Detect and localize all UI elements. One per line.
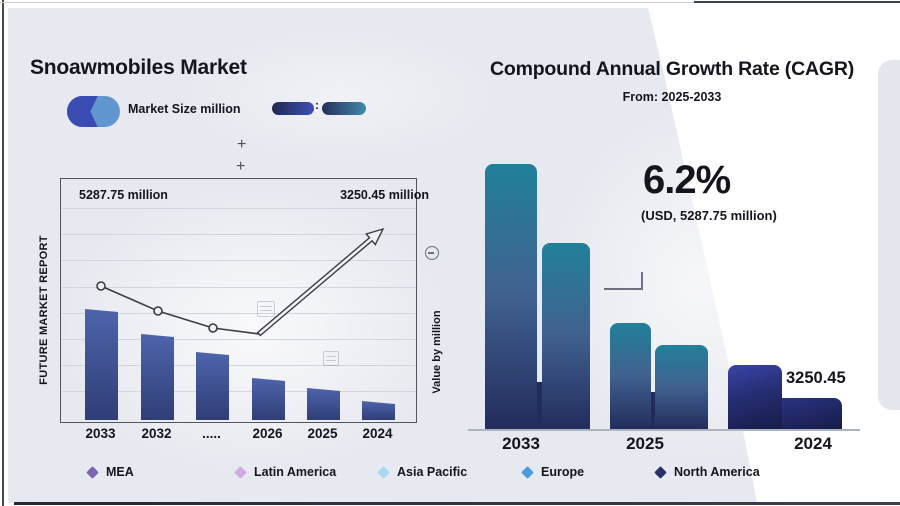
decor-blob bbox=[180, 30, 500, 160]
legend-pill-teal bbox=[322, 102, 366, 115]
market-size-label: Market Size million bbox=[128, 102, 241, 116]
x-axis-label: 2033 bbox=[502, 434, 540, 453]
cagr-bar bbox=[728, 365, 782, 430]
x-axis-label: 2033 bbox=[85, 426, 116, 441]
left-axis-title: FUTURE MARKET REPORT bbox=[38, 235, 50, 385]
market-size-icon bbox=[67, 96, 120, 127]
cagr-value: 6.2% bbox=[643, 158, 731, 202]
legend-label: Latin America bbox=[254, 465, 337, 479]
x-axis-label: 2025 bbox=[307, 426, 338, 441]
cagr-bar bbox=[655, 345, 708, 430]
watermark-icon bbox=[323, 351, 339, 366]
trend-line-and-arrow bbox=[96, 227, 385, 337]
market-size-bar bbox=[307, 388, 340, 420]
market-size-bar bbox=[196, 352, 229, 420]
decor-blob bbox=[60, 185, 450, 475]
line-marker-icon bbox=[153, 306, 163, 316]
gridline bbox=[61, 312, 416, 314]
x-axis-line bbox=[468, 429, 860, 431]
diamond-icon bbox=[377, 465, 390, 479]
x-axis-label: 2025 bbox=[626, 434, 664, 453]
frame-top-line bbox=[694, 1, 900, 3]
gridline bbox=[61, 365, 416, 367]
growth-arrow-icon bbox=[256, 227, 385, 337]
legend-label: North America bbox=[674, 465, 760, 479]
gridline bbox=[61, 260, 416, 262]
frame-bottom-line bbox=[14, 502, 900, 505]
market-size-bar bbox=[252, 378, 285, 420]
cagr-header: Compound Annual Growth Rate (CAGR) From:… bbox=[452, 58, 892, 104]
cagr-bar bbox=[610, 323, 651, 430]
cagr-bar-join bbox=[651, 392, 655, 430]
cagr-bar bbox=[782, 398, 842, 430]
cagr-detail: (USD, 5287.75 million) bbox=[641, 208, 777, 223]
market-size-bar bbox=[85, 309, 118, 420]
legend-label: Asia Pacific bbox=[397, 465, 468, 479]
chart-end-value: 3250.45 million bbox=[340, 188, 429, 202]
page-title: Snoawmobiles Market bbox=[30, 56, 247, 79]
value-axis-title: Value by million bbox=[431, 310, 443, 394]
cagr-bar-join bbox=[537, 382, 542, 430]
cagr-title: Compound Annual Growth Rate (CAGR) bbox=[489, 58, 855, 80]
decor-right-strip bbox=[878, 60, 900, 410]
market-size-bar bbox=[141, 334, 174, 420]
market-size-chart: 5287.75 million 3250.45 million bbox=[60, 178, 429, 423]
legend-pill-colon: : bbox=[315, 98, 319, 112]
legend-pill-blue bbox=[272, 102, 314, 115]
frame-top-hairline bbox=[0, 2, 900, 3]
legend-item-north-america: North America bbox=[654, 465, 760, 479]
legend-item-latin-america: Latin America bbox=[234, 465, 337, 479]
frame-left-line bbox=[2, 0, 4, 506]
diamond-icon bbox=[86, 465, 99, 479]
market-size-icon-facet bbox=[67, 96, 98, 127]
diamond-icon bbox=[654, 465, 667, 479]
diamond-icon bbox=[234, 465, 247, 479]
gridline bbox=[61, 234, 416, 236]
cagr-bar bbox=[485, 164, 537, 430]
end-value-label: 3250.45 bbox=[786, 369, 846, 387]
line-marker-icon bbox=[96, 281, 106, 291]
cagr-subtitle: From: 2025-2033 bbox=[622, 90, 722, 104]
legend-label: MEA bbox=[106, 465, 134, 479]
legend-item-mea: MEA bbox=[86, 465, 134, 479]
legend-item-asia-pacific: Asia Pacific bbox=[377, 465, 468, 479]
x-axis-label: 2026 bbox=[252, 426, 283, 441]
plus-mark: + bbox=[237, 136, 247, 153]
plus-mark: + bbox=[236, 158, 246, 175]
legend-label: Europe bbox=[541, 465, 585, 479]
legend-item-europe: Europe bbox=[521, 465, 585, 479]
line-marker-icon bbox=[208, 323, 218, 333]
gridline bbox=[61, 286, 416, 288]
x-axis-label: 2024 bbox=[362, 426, 393, 441]
gridline bbox=[61, 391, 416, 393]
x-axis-label: 2024 bbox=[794, 434, 832, 453]
gridline bbox=[61, 339, 416, 340]
cagr-bar bbox=[542, 243, 590, 430]
diamond-icon bbox=[521, 465, 534, 479]
market-size-bar bbox=[362, 401, 395, 420]
decor-step-line bbox=[641, 272, 643, 289]
chart-start-value: 5287.75 million bbox=[79, 188, 168, 202]
decor-step-line bbox=[604, 288, 643, 290]
watermark-icon bbox=[257, 301, 275, 317]
gridline bbox=[61, 208, 416, 209]
x-axis-label: 2032 bbox=[141, 426, 172, 441]
x-axis-label: ..... bbox=[202, 426, 221, 441]
circle-minus-icon bbox=[425, 246, 439, 260]
